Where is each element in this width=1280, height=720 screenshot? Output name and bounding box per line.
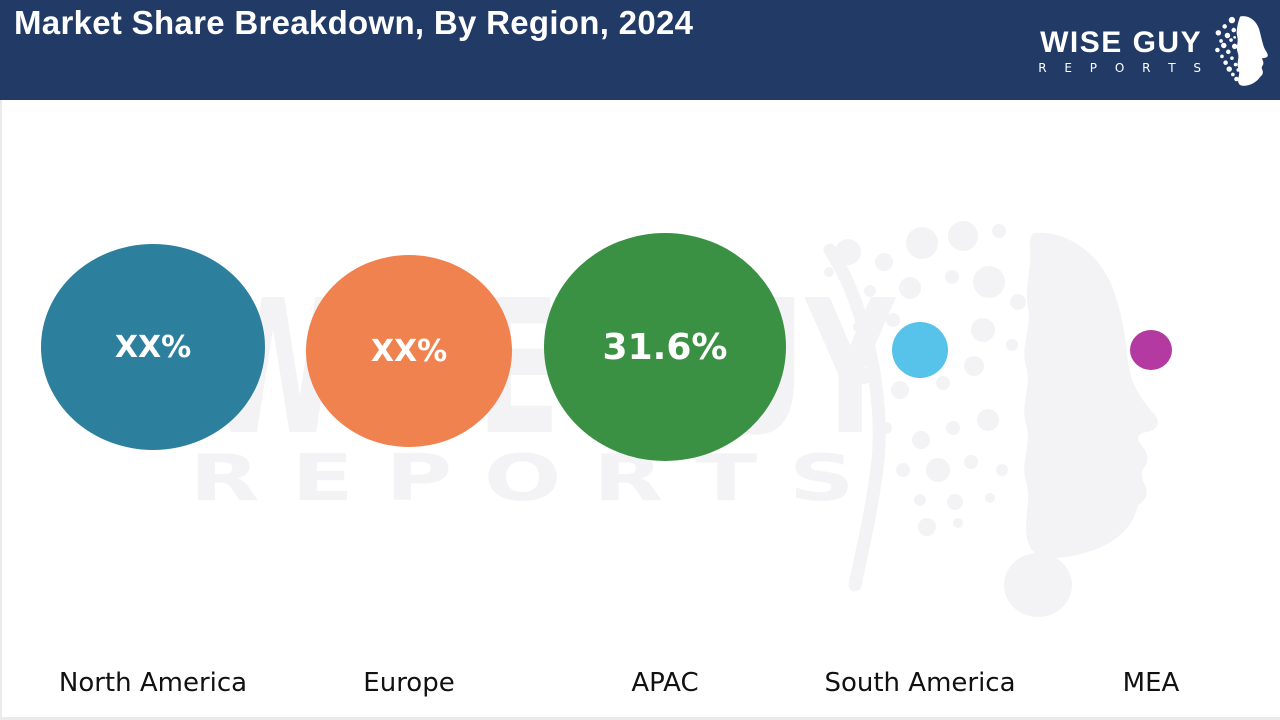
- bubble-north-america-value: XX%: [114, 329, 192, 365]
- bubble-europe-value: XX%: [370, 333, 448, 369]
- label-south-america: South America: [824, 668, 1016, 698]
- bubble-mea: [1130, 330, 1172, 370]
- wiseguy-logo: WISE GUY R E P O R T S: [1034, 6, 1270, 94]
- left-edge-strip: [0, 100, 2, 718]
- watermark-head-silhouette: [1024, 232, 1158, 558]
- bubble-apac-value: 31.6%: [602, 326, 728, 368]
- watermark-neck: [1004, 553, 1072, 617]
- header-bar: Market Share Breakdown, By Region, 2024 …: [0, 0, 1280, 100]
- logo-head-icon: [1215, 16, 1268, 86]
- bubble-europe: XX%: [306, 255, 512, 447]
- bubble-south-america: [892, 322, 948, 378]
- label-apac: APAC: [631, 668, 699, 698]
- bubble-north-america: XX%: [41, 244, 265, 450]
- watermark-swoosh: [823, 243, 886, 592]
- logo-name: WISE GUY: [1040, 25, 1203, 59]
- bubble-chart: WISE GUY R E P O R T S XX% XX% 31.6%: [0, 100, 1280, 720]
- logo-text: WISE GUY R E P O R T S: [1034, 26, 1208, 75]
- bubble-apac: 31.6%: [544, 233, 786, 461]
- label-europe: Europe: [363, 668, 455, 698]
- page-title: Market Share Breakdown, By Region, 2024: [14, 4, 694, 41]
- label-mea: MEA: [1122, 668, 1180, 698]
- bottom-edge-strip: [0, 717, 1280, 720]
- watermark-dots: [824, 221, 1026, 536]
- label-north-america: North America: [58, 668, 248, 698]
- watermark-tagline: R E P O R T S: [190, 442, 855, 516]
- logo-tagline: R E P O R T S: [1038, 60, 1208, 75]
